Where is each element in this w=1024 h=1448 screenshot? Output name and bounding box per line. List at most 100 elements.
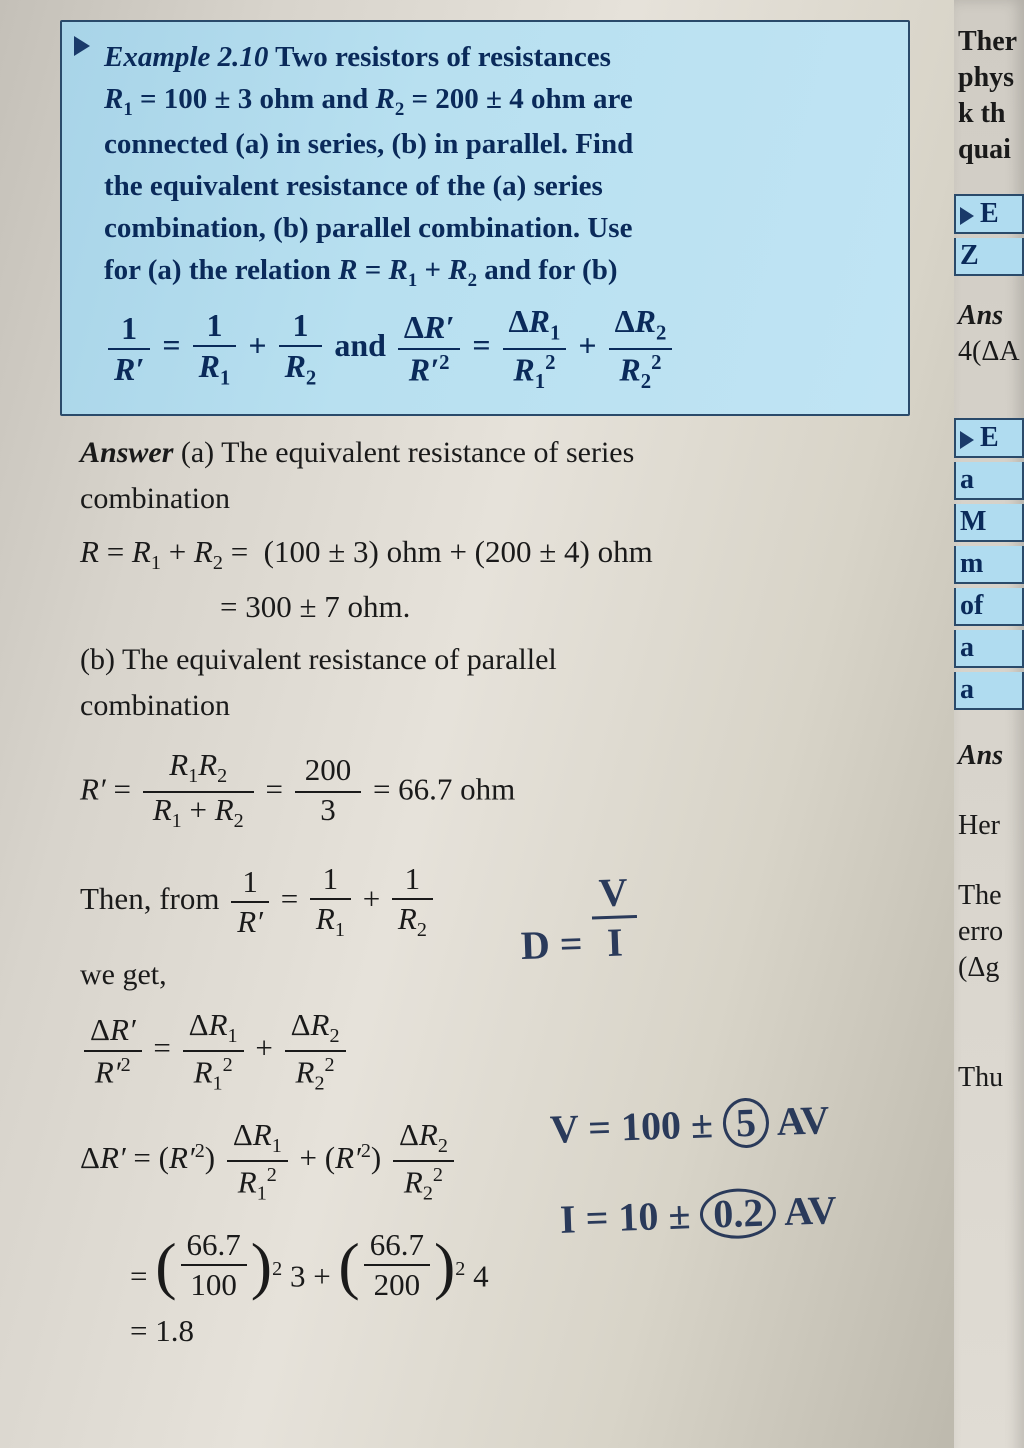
rf-box1b: Z (954, 238, 1024, 276)
rf15: a (954, 672, 1024, 710)
rf-box2: E (954, 418, 1024, 458)
rf1: Ther (954, 24, 1024, 60)
f6d: R22 (609, 350, 673, 394)
tf2n: 1 (310, 862, 351, 900)
thenfrom-text: Then, from (80, 881, 227, 916)
hwv-circ: 5 (722, 1097, 770, 1149)
rf19: erro (954, 914, 1024, 950)
rf-box1: E (954, 194, 1024, 234)
tf3d: R2 (392, 900, 433, 941)
page: Example 2.10 Two resistors of resistance… (0, 0, 1024, 1448)
times4: 4 (473, 1259, 489, 1294)
dr2d: R12 (183, 1052, 244, 1095)
f3n: 1 (279, 308, 323, 347)
de2d: R22 (393, 1162, 454, 1205)
eq-a2: = 300 ± 7 ohm. (80, 584, 910, 631)
answer-b-text: (b) The equivalent resistance of paralle… (80, 637, 910, 684)
right-page-fragment: Ther phys k th quai E Z Ans 4(ΔA E a M m… (954, 0, 1024, 1448)
eq-final: = ( 66.7100 ) 2 3 + ( 66.7200 ) 2 4 (80, 1228, 910, 1302)
f3d: R2 (279, 347, 323, 390)
example-text-6: for (a) the relation R = R1 + R2 and for… (104, 249, 886, 294)
rf5: E (980, 198, 999, 229)
we-get: we get, (80, 952, 910, 999)
dr2n: ΔR1 (183, 1008, 244, 1051)
rf18: The (954, 878, 1024, 914)
answer-a-text2: combination (80, 476, 910, 523)
rf8: 4(ΔA (954, 334, 1024, 370)
answer-label: Answer (80, 436, 173, 469)
f2n: 1 (193, 308, 237, 347)
example-title: Example 2.10 (104, 41, 268, 73)
r1r2n: R1R2 (143, 748, 254, 793)
rf17: Her (954, 808, 1024, 844)
f4n: ΔR′ (398, 310, 460, 349)
f1d: R′ (108, 350, 150, 387)
dr1n: ΔR′ (84, 1013, 142, 1051)
f5d: R12 (503, 350, 567, 394)
n200: 200 (295, 753, 362, 793)
f1n: 1 (108, 311, 150, 350)
de1d: R12 (227, 1162, 288, 1205)
example-text-3: connected (a) in series, (b) in parallel… (104, 123, 886, 165)
rf14: a (954, 630, 1024, 668)
tf1d: R′ (231, 903, 269, 939)
example-text-2: R1 = 100 ± 3 ohm and R2 = 200 ± 4 ohm ar… (104, 78, 886, 123)
then-from: Then, from 1R′ = 1R1 + 1R2 (80, 862, 910, 941)
answer-b-text2: combination (80, 683, 910, 730)
rf6: Z (960, 240, 979, 271)
d3: 3 (295, 793, 362, 831)
rf3: k th (954, 96, 1024, 132)
de2n: ΔR2 (393, 1118, 454, 1161)
rf4: quai (954, 132, 1024, 168)
r1r2d: R1 + R2 (143, 793, 254, 836)
hwv2: AV (768, 1097, 830, 1144)
tf3n: 1 (392, 862, 433, 900)
play-icon (74, 36, 90, 56)
handwriting-d-eq-v-over-i: D = VI (518, 868, 638, 969)
rf20: (Δg (954, 950, 1024, 986)
ex6c: and for (b) (477, 254, 617, 286)
f5n: ΔR1 (503, 304, 567, 349)
times3: 3 + (290, 1259, 338, 1294)
hwv1: V = 100 ± (549, 1101, 723, 1152)
rf13: of (954, 588, 1024, 626)
play-icon (960, 431, 974, 449)
de1n: ΔR1 (227, 1118, 288, 1161)
rf9: E (980, 422, 999, 453)
f2d: R1 (193, 347, 237, 390)
rf21: Thu (954, 1060, 1024, 1096)
fa2n: 66.7 (364, 1228, 430, 1266)
handwriting-v-line: V = 100 ± 5 AV (549, 1095, 830, 1155)
dr1d: R′2 (84, 1052, 142, 1089)
handwriting-i-line: I = 10 ± 0.2 AV (559, 1185, 837, 1245)
answer-a-text: (a) The equivalent resistance of series (173, 436, 634, 469)
eq-result18: = 1.8 (80, 1308, 910, 1355)
rf7: Ans (954, 298, 1024, 334)
example-box: Example 2.10 Two resistors of resistance… (60, 20, 910, 416)
dr3n: ΔR2 (285, 1008, 346, 1051)
f6n: ΔR2 (609, 304, 673, 349)
tf2d: R1 (310, 900, 351, 941)
f4d: R′2 (398, 350, 460, 388)
rf16: Ans (954, 738, 1024, 774)
play-icon (960, 207, 974, 225)
ex6a: for (a) the relation (104, 254, 338, 286)
rf11: M (954, 504, 1024, 542)
main-column: Example 2.10 Two resistors of resistance… (40, 20, 940, 1355)
eq-rprime: R′ = R1R2R1 + R2 = 2003 = 66.7 ohm (80, 748, 910, 837)
dr3d: R22 (285, 1052, 346, 1095)
example-text-1: Two resistors of resistances (268, 41, 611, 73)
rf10: a (954, 462, 1024, 500)
eq-drprime: ΔR′R′2 = ΔR1R12 + ΔR2R22 (80, 1008, 910, 1094)
example-text-5: combination, (b) parallel combination. U… (104, 207, 886, 249)
hwi1: I = 10 ± (559, 1192, 701, 1242)
fa2d: 200 (364, 1266, 430, 1302)
fa1d: 100 (181, 1266, 247, 1302)
hwi-circ: 0.2 (699, 1187, 777, 1240)
tf1n: 1 (231, 865, 269, 903)
eq667: = 66.7 ohm (373, 771, 515, 806)
example-formula: 1R′ = 1R1 + 1R2 and ΔR′R′2 = ΔR1R12 + ΔR… (104, 304, 886, 393)
eq-a1: R = R1 + R2 = (100 ± 3) ohm + (200 ± 4) … (80, 529, 910, 578)
fa1n: 66.7 (181, 1228, 247, 1266)
hwi2: AV (775, 1187, 837, 1234)
